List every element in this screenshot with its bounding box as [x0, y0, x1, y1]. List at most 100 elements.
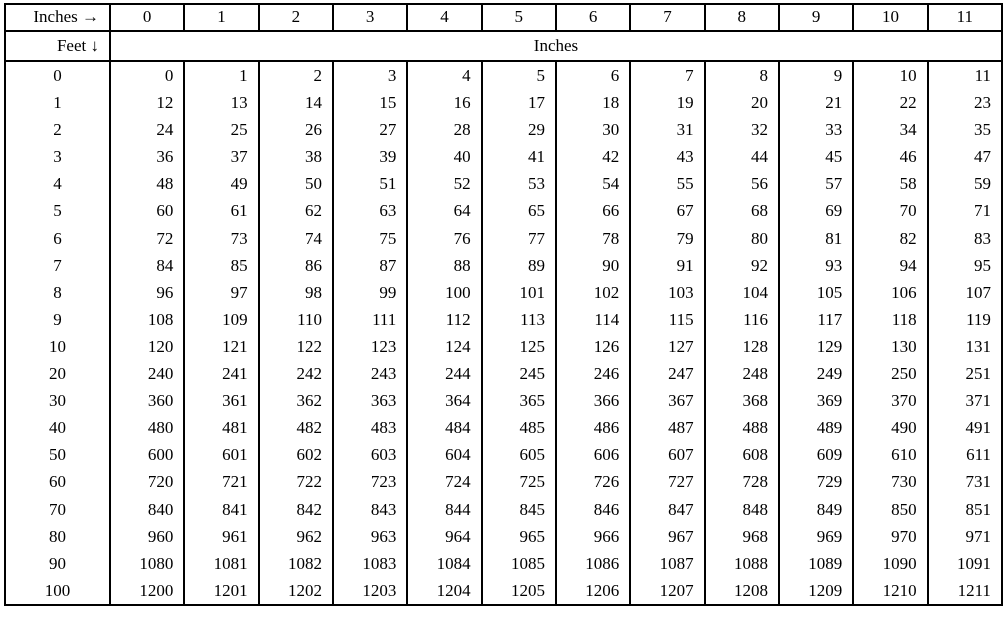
cell-inches-value: 69	[778, 197, 855, 225]
cell-inches-value: 55	[630, 170, 706, 198]
cell-inches-value: 1202	[258, 576, 334, 605]
cell-inches-value: 1206	[555, 576, 632, 605]
cell-inches-value: 1090	[853, 549, 929, 577]
cell-inches-value: 131	[927, 332, 1002, 361]
cell-inches-value: 54	[555, 170, 632, 198]
cell-inches-value: 1201	[184, 576, 260, 605]
cell-inches-value: 53	[481, 170, 557, 198]
row-label-feet: 10	[5, 332, 111, 361]
cell-inches-value: 96	[110, 278, 186, 306]
header-inch-col-2: 2	[258, 4, 334, 32]
row-label-feet: 4	[5, 170, 111, 198]
cell-inches-value: 1080	[110, 549, 186, 577]
cell-inches-value: 969	[778, 522, 855, 550]
header-inch-col-11: 11	[927, 4, 1002, 32]
cell-inches-value: 33	[778, 116, 855, 144]
cell-inches-value: 67	[630, 197, 706, 225]
cell-inches-value: 51	[332, 170, 409, 198]
table-row: 8 96 97 98 99 100 101 102 103 104 105 106 107	[5, 278, 1002, 306]
cell-inches-value: 1207	[630, 576, 706, 605]
cell-inches-value: 45	[778, 143, 855, 171]
row-label-feet: 100	[5, 576, 111, 605]
cell-inches-value: 249	[778, 360, 855, 388]
table-row: 100 1200 1201 1202 1203 1204 1205 1206 1207 1208 1…	[5, 576, 1002, 605]
cell-inches-value: 365	[481, 387, 557, 415]
cell-inches-value: 850	[853, 495, 929, 523]
cell-inches-value: 846	[555, 495, 632, 523]
cell-inches-value: 89	[481, 251, 557, 279]
cell-inches-value: 722	[258, 468, 334, 496]
cell-inches-value: 245	[481, 360, 557, 388]
cell-inches-value: 1	[184, 61, 260, 90]
cell-inches-value: 845	[481, 495, 557, 523]
row-label-feet: 90	[5, 549, 111, 577]
header-corner-feet-arrow: Feet ↓	[5, 31, 111, 62]
cell-inches-value: 56	[704, 170, 780, 198]
cell-inches-value: 28	[407, 116, 483, 144]
cell-inches-value: 723	[332, 468, 409, 496]
cell-inches-value: 37	[184, 143, 260, 171]
cell-inches-value: 76	[407, 224, 483, 252]
row-label-feet: 6	[5, 224, 111, 252]
table-body: 0 0 1 2 3 4 5 6 7 8 9 10 11 1 12 13 14 15 16 17 18 19 20 21 22 23…	[5, 61, 1002, 605]
cell-inches-value: 726	[555, 468, 632, 496]
cell-inches-value: 370	[853, 387, 929, 415]
cell-inches-value: 66	[555, 197, 632, 225]
cell-inches-value: 85	[184, 251, 260, 279]
cell-inches-value: 848	[704, 495, 780, 523]
cell-inches-value: 489	[778, 414, 855, 442]
cell-inches-value: 1203	[332, 576, 409, 605]
cell-inches-value: 610	[853, 441, 929, 469]
cell-inches-value: 128	[704, 332, 780, 361]
cell-inches-value: 963	[332, 522, 409, 550]
cell-inches-value: 22	[853, 89, 929, 117]
cell-inches-value: 40	[407, 143, 483, 171]
cell-inches-value: 83	[927, 224, 1002, 252]
cell-inches-value: 484	[407, 414, 483, 442]
cell-inches-value: 110	[258, 305, 334, 333]
cell-inches-value: 841	[184, 495, 260, 523]
cell-inches-value: 360	[110, 387, 186, 415]
cell-inches-value: 72	[110, 224, 186, 252]
cell-inches-value: 107	[927, 278, 1002, 306]
cell-inches-value: 29	[481, 116, 557, 144]
cell-inches-value: 840	[110, 495, 186, 523]
cell-inches-value: 242	[258, 360, 334, 388]
table-row: 4 48 49 50 51 52 53 54 55 56 57 58 59	[5, 170, 1002, 198]
cell-inches-value: 86	[258, 251, 334, 279]
header-inch-col-0: 0	[110, 4, 186, 32]
cell-inches-value: 62	[258, 197, 334, 225]
cell-inches-value: 127	[630, 332, 706, 361]
cell-inches-value: 82	[853, 224, 929, 252]
cell-inches-value: 15	[332, 89, 409, 117]
cell-inches-value: 25	[184, 116, 260, 144]
cell-inches-value: 481	[184, 414, 260, 442]
cell-inches-value: 970	[853, 522, 929, 550]
cell-inches-value: 1083	[332, 549, 409, 577]
cell-inches-value: 17	[481, 89, 557, 117]
cell-inches-value: 10	[853, 61, 929, 90]
cell-inches-value: 366	[555, 387, 632, 415]
cell-inches-value: 482	[258, 414, 334, 442]
cell-inches-value: 2	[258, 61, 334, 90]
cell-inches-value: 7	[630, 61, 706, 90]
row-label-feet: 20	[5, 360, 111, 388]
cell-inches-value: 31	[630, 116, 706, 144]
cell-inches-value: 80	[704, 224, 780, 252]
cell-inches-value: 39	[332, 143, 409, 171]
row-label-feet: 7	[5, 251, 111, 279]
cell-inches-value: 109	[184, 305, 260, 333]
cell-inches-value: 59	[927, 170, 1002, 198]
cell-inches-value: 971	[927, 522, 1002, 550]
cell-inches-value: 73	[184, 224, 260, 252]
cell-inches-value: 12	[110, 89, 186, 117]
cell-inches-value: 41	[481, 143, 557, 171]
cell-inches-value: 244	[407, 360, 483, 388]
cell-inches-value: 113	[481, 305, 557, 333]
row-label-feet: 60	[5, 468, 111, 496]
cell-inches-value: 112	[407, 305, 483, 333]
cell-inches-value: 46	[853, 143, 929, 171]
table-row: 80 960 961 962 963 964 965 966 967 968 969 970 971	[5, 522, 1002, 550]
table-row: 60 720 721 722 723 724 725 726 727 728 729 730 731	[5, 468, 1002, 496]
cell-inches-value: 57	[778, 170, 855, 198]
